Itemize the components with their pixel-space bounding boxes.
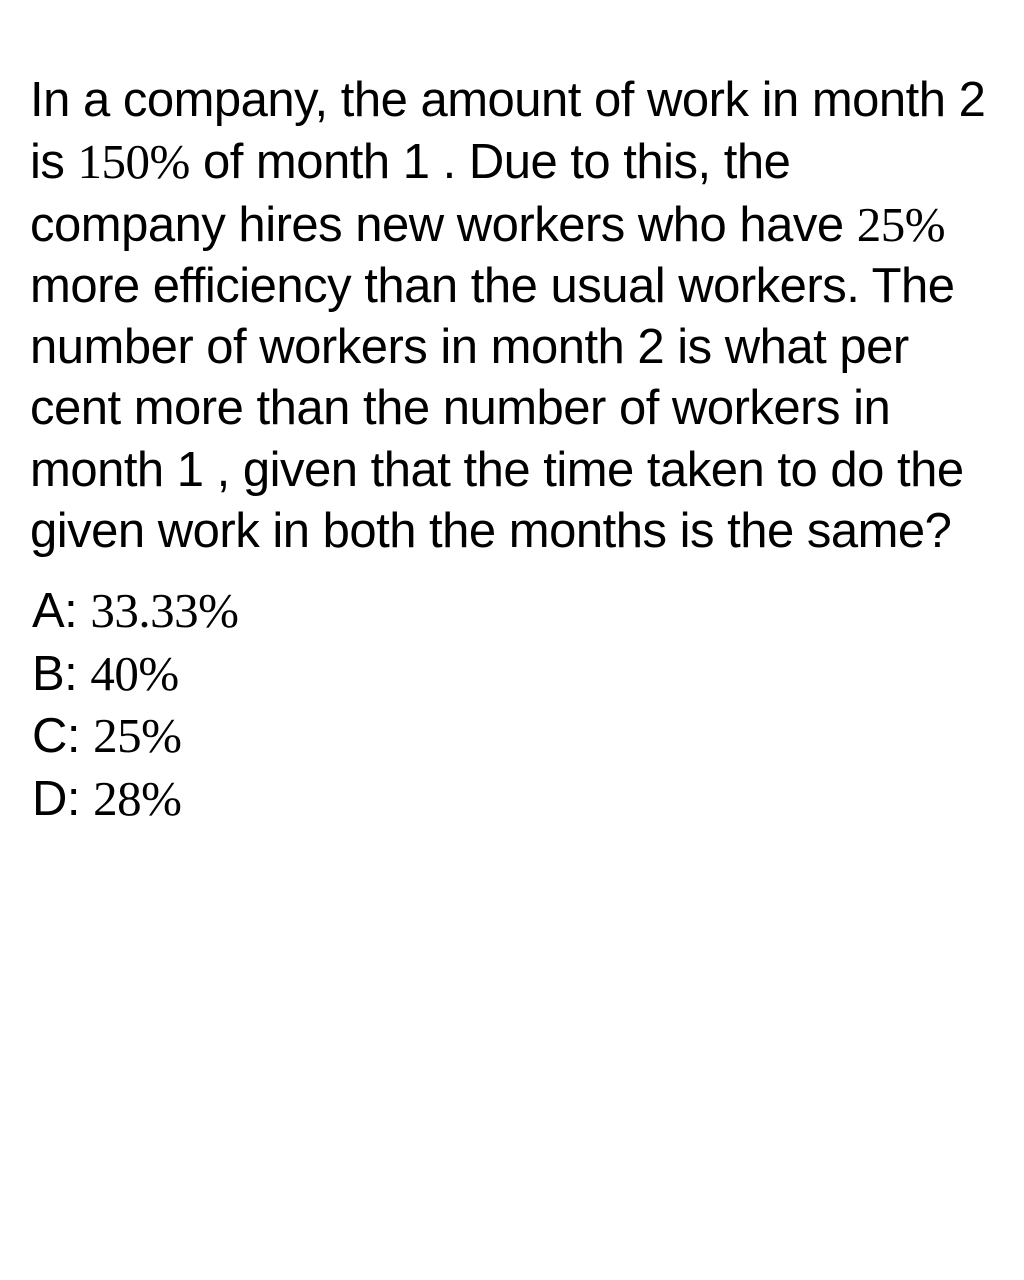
- option-value: 25%: [93, 708, 181, 763]
- option-value: 33.33%: [90, 583, 238, 638]
- option-c: C: 25%: [32, 705, 994, 768]
- question-inline-percent: 150%: [78, 134, 190, 189]
- option-label: B:: [32, 647, 90, 701]
- options-list: A: 33.33% B: 40% C: 25% D: 28%: [30, 580, 994, 831]
- option-label: D:: [32, 772, 93, 826]
- page: In a company, the amount of work in mont…: [0, 0, 1024, 861]
- option-b: B: 40%: [32, 643, 994, 706]
- option-a: A: 33.33%: [32, 580, 994, 643]
- option-label: C:: [32, 709, 93, 763]
- option-value: 40%: [90, 646, 178, 701]
- question-inline-percent: 25%: [857, 197, 945, 252]
- option-value: 28%: [93, 771, 181, 826]
- question-inline-text: more efficiency than the usual workers. …: [30, 259, 964, 558]
- question-text: In a company, the amount of work in mont…: [30, 70, 994, 562]
- option-label: A:: [32, 584, 90, 638]
- option-d: D: 28%: [32, 768, 994, 831]
